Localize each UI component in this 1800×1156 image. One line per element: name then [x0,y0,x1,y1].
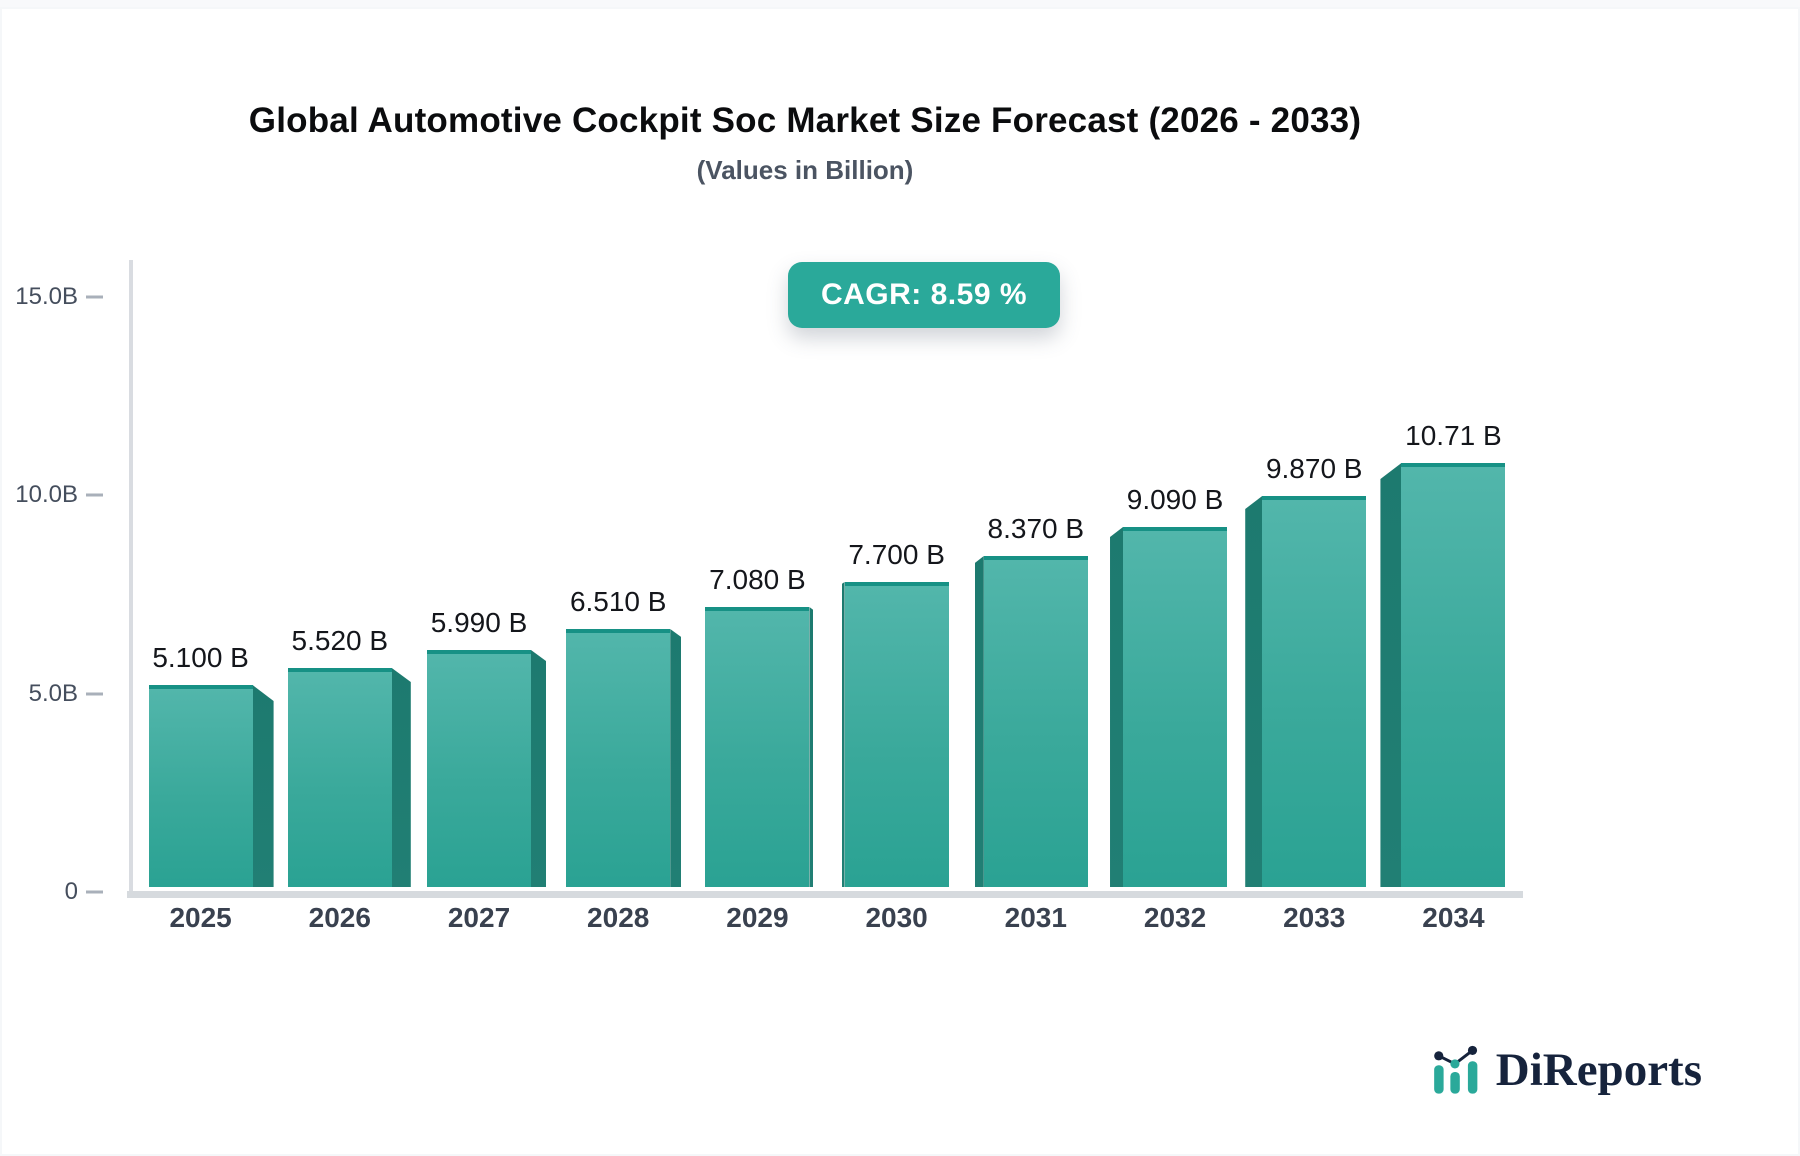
bar-value-label: 5.100 B [152,642,249,673]
bar-2034: 10.71 B [1380,420,1506,887]
y-tick-label: 5.0B [28,680,78,707]
bar-3d-side [1110,527,1124,887]
cagr-badge-label: CAGR: 8.59 % [820,278,1028,311]
bar-slot-2031: 8.370 B 2031 [966,277,1105,933]
x-axis-label: 2034 [1422,902,1485,933]
bar-value-label: 7.700 B [848,539,945,570]
bar-2032: 9.090 B [1110,484,1228,887]
y-tick-label: 0 [64,878,78,905]
x-axis-baseline [127,891,1523,898]
chart-subtitle: (Values in Billion) [696,155,914,185]
bar-2027: 5.990 B [427,607,546,887]
x-axis-label: 2027 [447,902,511,933]
x-axis-label: 2025 [169,902,232,933]
bar-2029: 7.080 B [705,564,814,887]
bar-value-label: 9.090 B [1126,484,1224,515]
chart-title: Global Automotive Cockpit Soc Market Siz… [248,101,1362,140]
bar-slot-2028: 6.510 B 2028 [549,277,688,933]
x-axis-label: 2033 [1283,902,1346,933]
x-axis-label: 2032 [1143,902,1207,933]
y-axis-line [129,260,133,898]
bar-value-label: 5.990 B [430,607,528,638]
bar-slot-2032: 9.090 B 2032 [1105,277,1244,933]
bar-slot-2033: 9.870 B 2033 [1245,277,1384,933]
y-tick-mark [86,890,103,894]
bar-2030: 7.700 B [841,539,949,887]
bar-value-label: 6.510 B [569,586,667,617]
bar-face [1123,527,1228,887]
bar-2028: 6.510 B [566,586,682,887]
bar-plot-area: 5.100 B 2025 5.520 B 2026 5.990 B 2027 6.510 B… [131,277,1523,933]
bar-value-label: 8.370 B [987,513,1085,544]
logo-text: DiReports [1495,1043,1702,1096]
bar-3d-side [809,607,814,887]
y-tick-mark [86,493,103,497]
bar-value-label: 5.520 B [291,625,389,656]
y-tick-label: 10.0B [15,481,78,508]
bar-2031: 8.370 B [974,513,1088,887]
y-tick-label: 15.0B [15,283,78,310]
bar-2033: 9.870 B [1245,453,1367,887]
x-axis-label: 2026 [308,902,371,933]
bar-face [1401,463,1506,887]
bar-value-label: 9.870 B [1265,453,1363,484]
x-axis-label: 2028 [587,902,650,933]
x-axis-label: 2029 [726,902,789,933]
y-tick-mark [86,295,103,299]
mini-bar-chart-logo-icon [1433,1045,1478,1094]
bar-face [844,582,949,887]
bar-3d-side [531,650,546,887]
bar-slot-2027: 5.990 B 2027 [409,277,548,933]
bar-face [287,668,392,887]
bar-value-label: 7.080 B [709,564,806,595]
bar-face [148,685,253,887]
bar-3d-side [391,668,411,887]
bar-value-label: 10.71 B [1405,420,1502,451]
bar-3d-side [1245,496,1263,887]
bar-slot-2034: 10.71 B 2034 [1380,277,1523,933]
bar-slot-2026: 5.520 B 2026 [270,277,411,933]
bar-3d-side [252,685,274,887]
bar-face [1262,496,1367,887]
cagr-badge: CAGR: 8.59 % [788,262,1060,328]
bar-slot-2025: 5.100 B 2025 [131,277,274,933]
bar-slot-2030: 7.700 B 2030 [827,277,966,933]
x-axis-label: 2031 [1004,902,1067,933]
bar-face [566,629,671,887]
x-axis-label: 2030 [865,902,928,933]
bar-face [705,607,810,887]
bar-3d-side [841,582,845,887]
bar-3d-side [1380,463,1402,887]
bar-2025: 5.100 B [148,642,274,887]
bar-3d-side [974,556,984,887]
bar-2026: 5.520 B [287,625,411,887]
bar-3d-side [670,629,682,887]
direports-logo: DiReports [1432,1045,1702,1095]
y-tick-mark [86,692,103,696]
bar-face [983,556,1088,887]
bar-face [427,650,531,887]
bar-slot-2029: 7.080 B 2029 [688,277,827,933]
